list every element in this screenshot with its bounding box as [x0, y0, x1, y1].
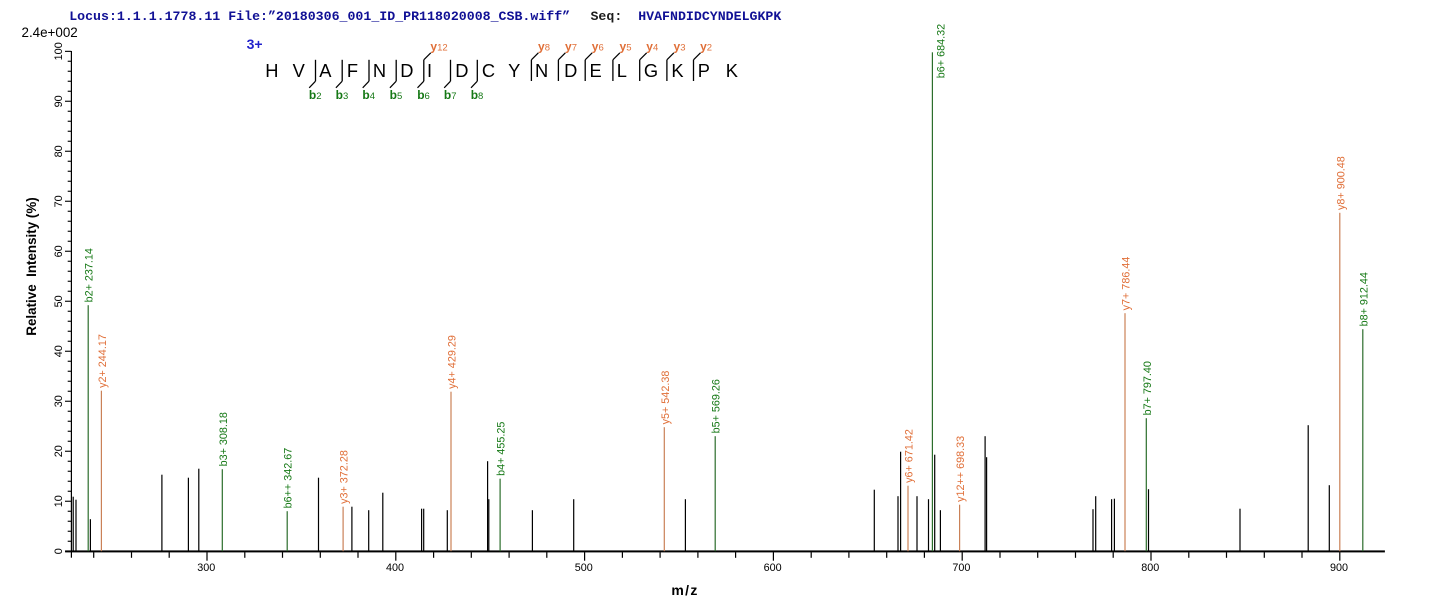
- svg-text:N: N: [535, 60, 548, 81]
- svg-text:Relative Intensity (%): Relative Intensity (%): [24, 197, 39, 335]
- svg-text:y4+ 429.29: y4+ 429.29: [447, 335, 459, 389]
- svg-text:y7: y7: [565, 39, 577, 53]
- svg-text:400: 400: [386, 562, 404, 574]
- svg-text:70: 70: [53, 195, 65, 207]
- svg-text:A: A: [319, 60, 332, 81]
- svg-text:y3: y3: [674, 39, 686, 53]
- svg-text:V: V: [293, 60, 306, 81]
- svg-text:Locus:1.1.1.1778.11 File:”2018: Locus:1.1.1.1778.11 File:”20180306_001_I…: [69, 9, 781, 24]
- svg-text:b4+ 455.25: b4+ 455.25: [496, 422, 508, 476]
- svg-text:40: 40: [53, 345, 65, 357]
- svg-text:E: E: [589, 60, 601, 81]
- svg-text:y6: y6: [592, 39, 604, 53]
- svg-text:K: K: [671, 60, 683, 81]
- svg-text:P: P: [698, 60, 710, 81]
- svg-text:y5+ 542.38: y5+ 542.38: [660, 371, 672, 425]
- svg-text:b5+ 569.26: b5+ 569.26: [711, 379, 723, 433]
- svg-text:I: I: [427, 60, 432, 81]
- svg-text:y8+ 900.48: y8+ 900.48: [1335, 156, 1347, 210]
- svg-text:y8: y8: [538, 39, 550, 53]
- svg-text:30: 30: [53, 395, 65, 407]
- svg-text:G: G: [644, 60, 658, 81]
- svg-text:60: 60: [53, 245, 65, 257]
- svg-text:900: 900: [1330, 562, 1348, 574]
- svg-text:b8+ 912.44: b8+ 912.44: [1358, 272, 1370, 326]
- svg-text:D: D: [564, 60, 577, 81]
- svg-text:y12++ 698.33: y12++ 698.33: [955, 436, 967, 502]
- svg-text:y2+ 244.17: y2+ 244.17: [97, 334, 109, 388]
- svg-text:b2: b2: [309, 88, 322, 102]
- svg-text:b7: b7: [444, 88, 457, 102]
- svg-text:b8: b8: [471, 88, 484, 102]
- svg-text:L: L: [617, 60, 627, 81]
- svg-text:N: N: [373, 60, 386, 81]
- svg-text:y7+ 786.44: y7+ 786.44: [1121, 257, 1133, 311]
- svg-text:b2+ 237.14: b2+ 237.14: [84, 248, 96, 302]
- svg-text:F: F: [347, 60, 358, 81]
- svg-text:300: 300: [197, 562, 215, 574]
- svg-text:D: D: [400, 60, 413, 81]
- svg-text:2.4e+002: 2.4e+002: [22, 25, 78, 40]
- svg-text:D: D: [455, 60, 468, 81]
- svg-text:100: 100: [53, 42, 65, 60]
- svg-text:800: 800: [1141, 562, 1159, 574]
- svg-text:y12: y12: [430, 39, 447, 53]
- svg-text:b6+ 684.32: b6+ 684.32: [936, 24, 948, 78]
- svg-text:y6+ 671.42: y6+ 671.42: [904, 429, 916, 483]
- svg-text:C: C: [482, 60, 495, 81]
- svg-text:600: 600: [764, 562, 782, 574]
- svg-text:b6++ 342.67: b6++ 342.67: [283, 448, 295, 509]
- svg-text:y4: y4: [646, 39, 658, 53]
- svg-text:3+: 3+: [247, 36, 263, 52]
- svg-text:H: H: [265, 60, 278, 81]
- svg-text:50: 50: [53, 295, 65, 307]
- svg-text:y3+ 372.28: y3+ 372.28: [339, 450, 351, 504]
- svg-text:b3+ 308.18: b3+ 308.18: [218, 412, 230, 466]
- svg-text:b7+ 797.40: b7+ 797.40: [1142, 361, 1154, 415]
- svg-text:Y: Y: [508, 60, 520, 81]
- svg-text:0: 0: [53, 548, 65, 554]
- svg-text:700: 700: [952, 562, 970, 574]
- svg-text:80: 80: [53, 145, 65, 157]
- svg-text:m/z: m/z: [671, 582, 698, 598]
- svg-text:10: 10: [53, 495, 65, 507]
- svg-text:b5: b5: [390, 88, 403, 102]
- svg-text:y5: y5: [620, 39, 632, 53]
- svg-text:b3: b3: [336, 88, 349, 102]
- svg-text:20: 20: [53, 445, 65, 457]
- svg-text:K: K: [726, 60, 738, 81]
- svg-text:y2: y2: [700, 39, 712, 53]
- svg-text:b4: b4: [362, 88, 375, 102]
- svg-text:90: 90: [53, 95, 65, 107]
- svg-text:b6: b6: [417, 88, 430, 102]
- svg-text:500: 500: [575, 562, 593, 574]
